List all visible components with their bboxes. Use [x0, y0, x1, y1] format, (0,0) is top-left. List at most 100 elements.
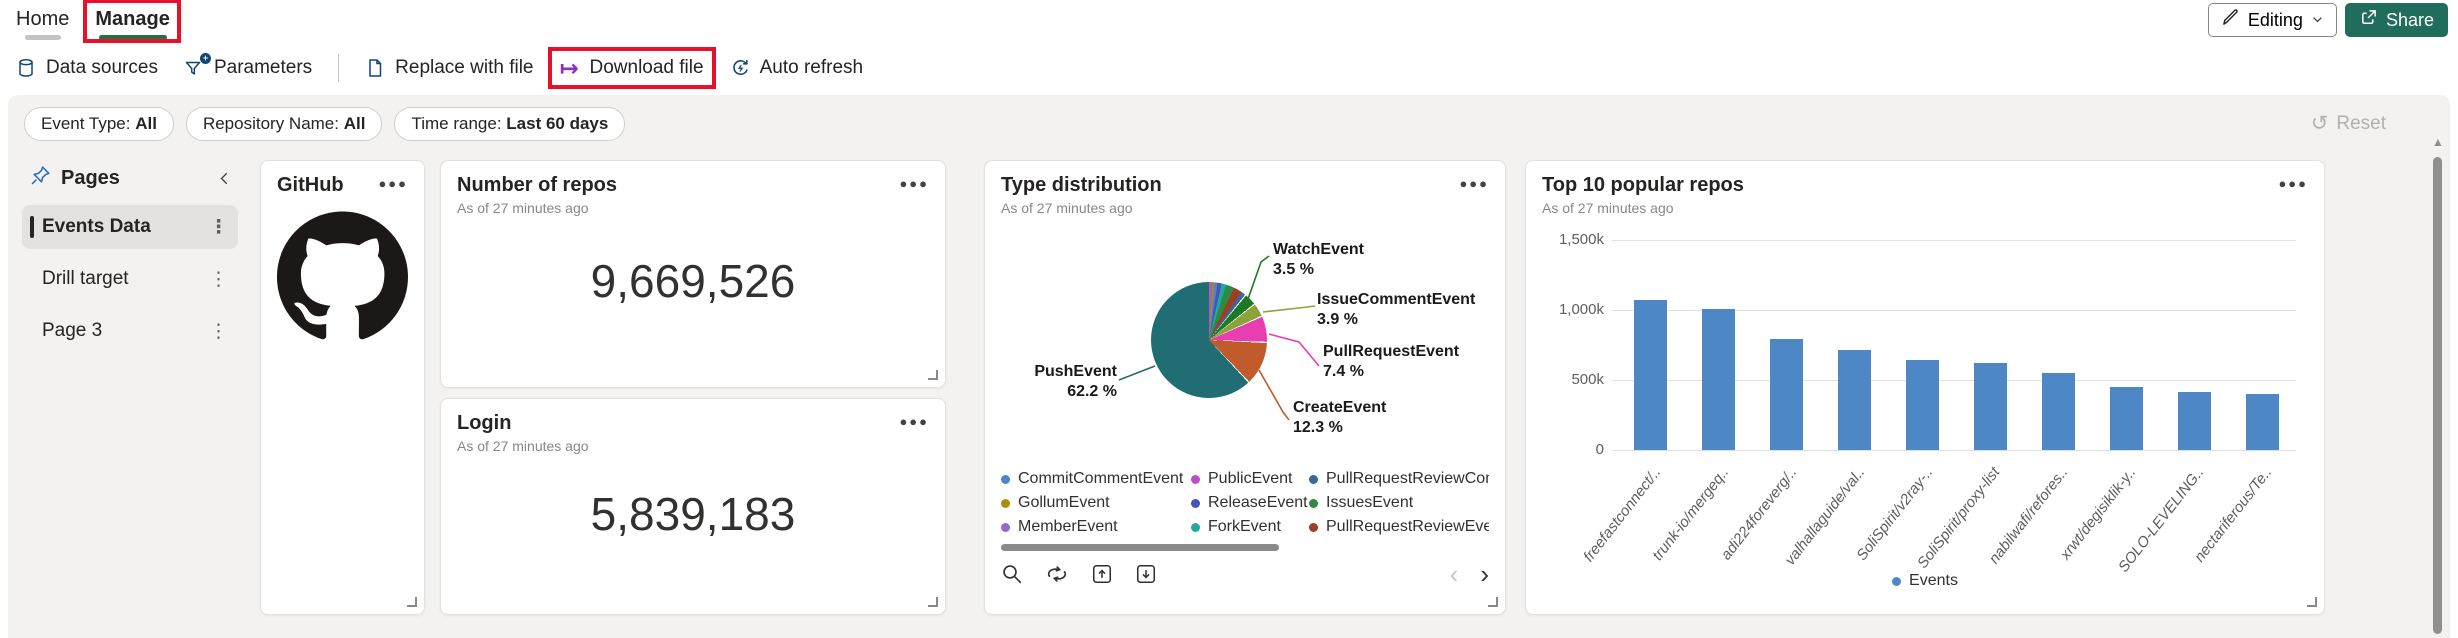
sidebar-item-drill-target[interactable]: Drill target ⋮ — [22, 257, 238, 301]
ribbon-toolbar: Data sources + Parameters Replace with fi… — [0, 42, 2458, 94]
legend-item-memberevent[interactable]: MemberEvent — [1001, 518, 1191, 536]
parameters-button[interactable]: + Parameters — [184, 53, 312, 79]
sidebar-item-events-data[interactable]: Events Data ⋮ — [22, 205, 238, 249]
legend-item-releaseevent[interactable]: ReleaseEvent — [1191, 494, 1309, 512]
legend-item-gollumevent[interactable]: GollumEvent — [1001, 494, 1191, 512]
drill-up-icon[interactable] — [1091, 563, 1113, 585]
card-resize-handle[interactable] — [1488, 597, 1498, 607]
legend-item-pullrequestreviewcomr[interactable]: PullRequestReviewComr — [1309, 470, 1489, 488]
page-name: Page 3 — [42, 320, 103, 341]
page-options-icon[interactable]: ⋮ — [209, 268, 228, 290]
previous-page-icon[interactable]: ‹ — [1449, 559, 1459, 589]
gridline — [1612, 450, 2296, 451]
legend-color-dot — [1309, 474, 1318, 484]
pie-chart-plot[interactable] — [1151, 282, 1267, 398]
editing-mode-button[interactable]: Editing — [2207, 3, 2337, 37]
page-options-icon[interactable]: ⋮ — [209, 320, 228, 342]
sidebar-item-page-3[interactable]: Page 3 ⋮ — [22, 309, 238, 353]
toolbar-item-label: Data sources — [46, 57, 158, 78]
pie-label-pushevent: PushEvent 62.2 % — [1034, 362, 1117, 402]
bar-solispirit-v2ray-[interactable] — [1906, 360, 1940, 450]
bar-nabilwafi-refores-[interactable] — [2041, 373, 2075, 450]
slice-percent: 62.2 % — [1067, 383, 1117, 400]
legend-horizontal-scrollbar[interactable] — [1001, 544, 1279, 551]
filter-pill-repository-name[interactable]: Repository Name: All — [185, 107, 383, 141]
card-resize-handle[interactable] — [928, 370, 938, 380]
card-refresh-time: As of 27 minutes ago — [1001, 200, 1133, 216]
legend-color-dot — [1309, 522, 1318, 532]
bar-valhallaguide-val-[interactable] — [1838, 349, 1872, 450]
y-axis-tick: 1,500k — [1558, 231, 1604, 248]
legend-color-dot — [1191, 474, 1200, 484]
drill-down-icon[interactable] — [1135, 563, 1157, 585]
replace-with-file-button[interactable]: Replace with file — [365, 57, 534, 79]
legend-label: PublicEvent — [1208, 470, 1293, 487]
legend-item-forkevent[interactable]: ForkEvent — [1191, 518, 1309, 536]
slice-percent: 3.9 % — [1317, 311, 1358, 328]
pie-label-watchevent: WatchEvent 3.5 % — [1273, 240, 1364, 280]
document-icon — [365, 57, 387, 79]
card-title: Login — [457, 412, 512, 434]
more-options-icon[interactable]: ●●● — [899, 414, 929, 429]
more-options-icon[interactable]: ●●● — [378, 176, 408, 191]
filter-pill-event-type[interactable]: Event Type: All — [24, 107, 174, 141]
download-file-icon: ↦ — [559, 55, 579, 81]
bar-chart: 1,500k 1,000k 500k 0 freefastconnect/.. trunk… — [1542, 220, 2308, 620]
more-options-icon[interactable]: ●●● — [899, 176, 929, 191]
pin-icon — [30, 165, 51, 191]
legend-label: IssuesEvent — [1326, 494, 1414, 511]
legend-item-publicevent[interactable]: PublicEvent — [1191, 470, 1309, 488]
slice-name: PushEvent — [1034, 363, 1117, 380]
more-options-icon[interactable]: ●●● — [1459, 176, 1489, 191]
filter-label: Repository Name: — [202, 114, 339, 133]
bar-solispirit-proxy-list[interactable] — [1973, 363, 2007, 450]
number-of-repos-card: Number of repos As of 27 minutes ago ●●●… — [440, 160, 946, 388]
card-title: Top 10 popular repos — [1542, 174, 1744, 196]
download-file-button[interactable]: ↦ Download file — [559, 55, 704, 81]
filter-value: Last 60 days — [506, 114, 609, 133]
scrollbar-thumb[interactable] — [2433, 157, 2442, 634]
bar-xrwt-degisiklik-y-[interactable] — [2109, 387, 2143, 450]
report-workspace: Event Type: All Repository Name: All Time … — [8, 95, 2450, 638]
bar-adi224foreverg-[interactable] — [1770, 339, 1804, 450]
slice-name: CreateEvent — [1293, 399, 1387, 416]
card-resize-handle[interactable] — [2307, 597, 2317, 607]
bar-nectariferous-te-[interactable] — [2245, 394, 2279, 450]
tab-home[interactable]: Home — [16, 2, 69, 40]
legend-color-dot — [1892, 576, 1902, 586]
github-logo-card: GitHub ●●● — [260, 160, 425, 615]
filter-pill-time-range[interactable]: Time range: Last 60 days — [394, 107, 626, 141]
share-icon — [2359, 8, 2378, 32]
page-options-icon[interactable]: ⋮ — [209, 216, 228, 238]
card-title: Number of repos — [457, 174, 618, 196]
pie-legend: CommitCommentEvent PublicEvent PullReque… — [1001, 470, 1489, 536]
reset-filters-button[interactable]: ↺ Reset — [2311, 111, 2386, 136]
bar-trunk-io-mergeq-[interactable] — [1702, 309, 1736, 450]
legend-item-issuesevent[interactable]: IssuesEvent — [1309, 494, 1489, 512]
legend-label: CommitCommentEvent — [1018, 470, 1184, 487]
collapse-pages-icon[interactable] — [217, 171, 232, 186]
card-resize-handle[interactable] — [928, 597, 938, 607]
tab-manage[interactable]: Manage — [95, 2, 170, 40]
database-icon — [16, 57, 38, 79]
bar-solo-leveling-[interactable] — [2177, 391, 2211, 450]
search-icon[interactable] — [1001, 563, 1023, 585]
data-sources-button[interactable]: Data sources — [16, 57, 158, 79]
legend-item-pullrequestreviewevent[interactable]: PullRequestReviewEvent — [1309, 518, 1489, 536]
bar-freefastconnect-[interactable] — [1634, 299, 1668, 450]
tab-indicator — [24, 35, 61, 40]
scroll-up-icon[interactable]: ▲ — [2432, 135, 2444, 149]
legend-color-dot — [1191, 522, 1200, 532]
legend-color-dot — [1309, 498, 1318, 508]
gridline — [1612, 310, 2296, 311]
auto-refresh-button[interactable]: Auto refresh — [730, 57, 863, 79]
next-page-icon[interactable]: › — [1480, 559, 1489, 589]
more-options-icon[interactable]: ●●● — [2278, 176, 2308, 191]
slice-name: WatchEvent — [1273, 241, 1364, 258]
swap-axis-icon[interactable] — [1045, 563, 1069, 585]
legend-item-commitcommentevent[interactable]: CommitCommentEvent — [1001, 470, 1191, 488]
share-button[interactable]: Share — [2344, 3, 2448, 37]
github-octocat-logo — [277, 211, 408, 343]
card-resize-handle[interactable] — [407, 597, 417, 607]
visual-footer-toolbar: ‹ › — [1001, 559, 1489, 589]
